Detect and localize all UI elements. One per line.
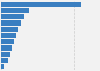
Bar — [1, 39, 14, 44]
Bar — [1, 33, 15, 38]
Bar — [1, 27, 18, 32]
Bar — [1, 20, 21, 26]
Bar — [1, 45, 12, 51]
Bar — [1, 64, 4, 69]
Bar — [1, 2, 81, 7]
Bar — [1, 58, 8, 63]
Bar — [1, 14, 23, 19]
Bar — [1, 52, 10, 57]
Bar — [1, 8, 29, 13]
